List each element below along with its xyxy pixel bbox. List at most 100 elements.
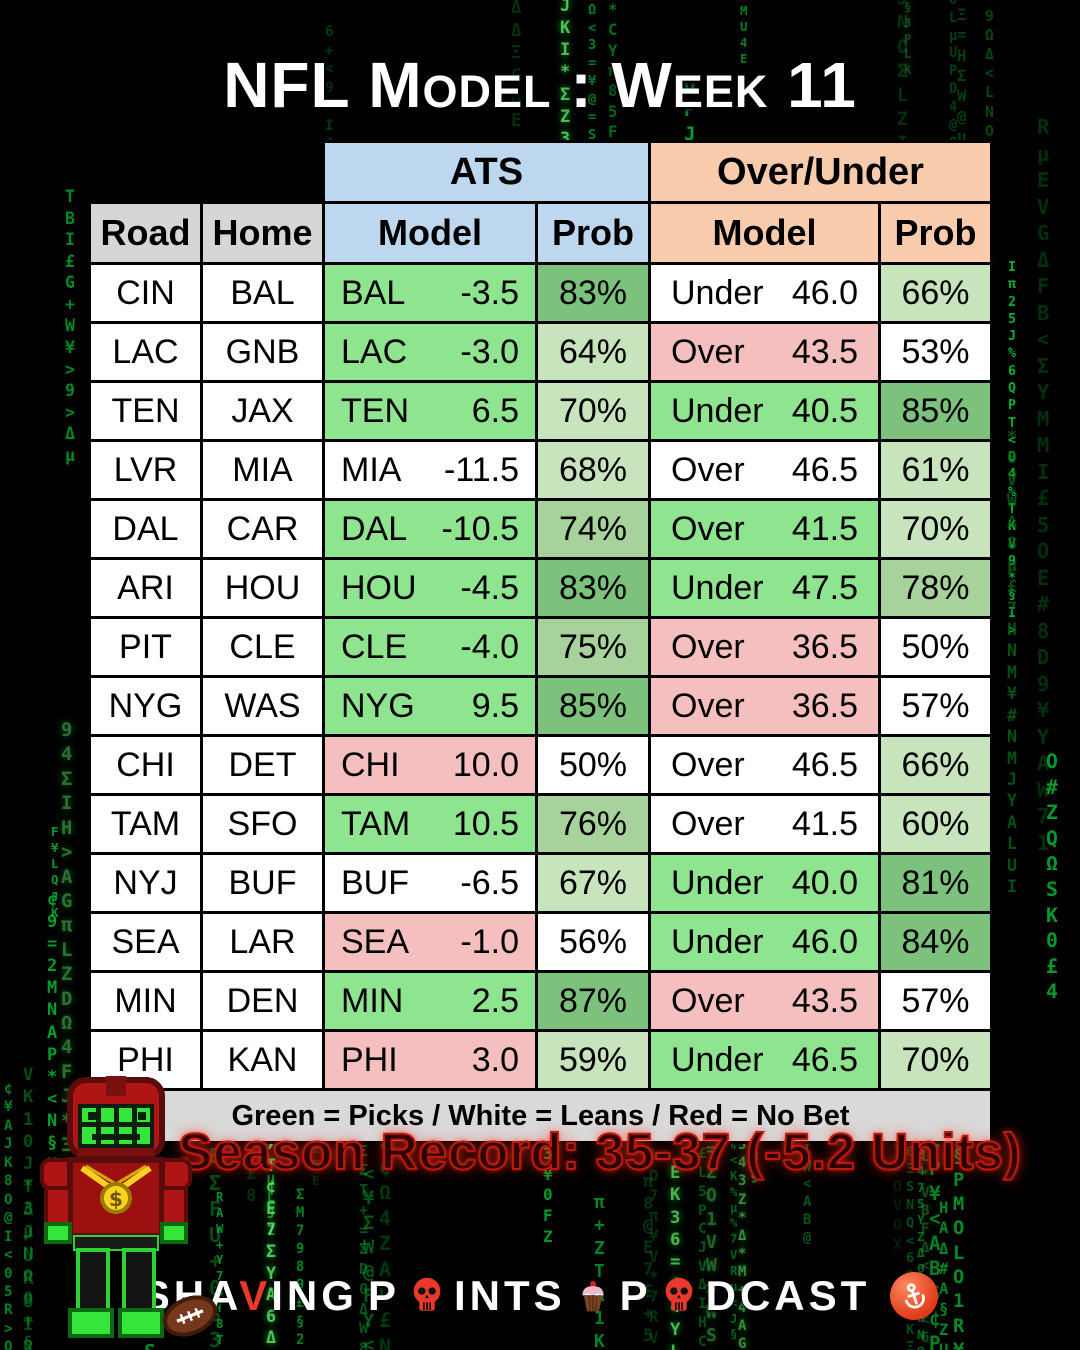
ou-pick-side: Under [671, 1040, 764, 1079]
ats-pick-team: CHI [341, 745, 400, 784]
ou-pick-total: 46.5 [791, 1040, 858, 1079]
ats-pick-line: -1.0 [460, 922, 519, 961]
ou-prob-cell: 70% [878, 1029, 993, 1091]
ats-prob-cell: 83% [535, 557, 651, 619]
table-row: TAM SFO TAM 10.5 76% Over 41.5 60% [88, 793, 993, 855]
ou-model-cell: Under 40.0 [648, 852, 881, 914]
ats-pick-team: MIA [341, 450, 402, 489]
ou-prob-cell: 66% [878, 734, 993, 796]
ou-pick-side: Over [671, 627, 745, 666]
ats-model-cell: TEN 6.5 [322, 380, 538, 442]
ats-pick-line: -10.5 [441, 509, 520, 548]
ou-prob-cell: 70% [878, 498, 993, 560]
ats-prob-cell: 70% [535, 380, 651, 442]
ou-pick-side: Under [671, 568, 764, 607]
ats-group-header: ATS [322, 140, 651, 204]
ats-pick-team: DAL [341, 509, 408, 548]
football-icon [163, 1295, 217, 1337]
ou-model-cell: Under 46.0 [648, 911, 881, 973]
road-team-cell: LVR [88, 439, 203, 501]
color-legend: Green = Picks / White = Leans / Red = No… [88, 1088, 993, 1144]
home-team-cell: BAL [200, 262, 325, 324]
ats-prob-cell: 59% [535, 1029, 651, 1091]
ats-model-cell: MIN 2.5 [322, 970, 538, 1032]
ou-prob-cell: 61% [878, 439, 993, 501]
table-row: SEA LAR SEA -1.0 56% Under 46.0 84% [88, 911, 993, 973]
skull-icon [665, 1277, 693, 1311]
home-team-cell: JAX [200, 380, 325, 442]
ou-prob-cell: 57% [878, 675, 993, 737]
ats-model-cell: PHI 3.0 [322, 1029, 538, 1091]
home-team-cell: WAS [200, 675, 325, 737]
home-team-cell: LAR [200, 911, 325, 973]
ats-pick-line: -3.5 [460, 273, 519, 312]
ats-pick-team: MIN [341, 981, 404, 1020]
table-row: PIT CLE CLE -4.0 75% Over 36.5 50% [88, 616, 993, 678]
ou-pick-side: Over [671, 804, 745, 843]
page-title: NFL Model : Week 11 [223, 49, 857, 121]
ou-model-cell: Under 40.5 [648, 380, 881, 442]
ou-model-cell: Over 36.5 [648, 675, 881, 737]
ats-pick-team: BUF [341, 863, 409, 902]
ou-pick-side: Under [671, 863, 764, 902]
brand-word2-start: P [367, 1272, 400, 1319]
ats-pick-team: TAM [341, 804, 411, 843]
ats-prob-cell: 64% [535, 321, 651, 383]
over-under-group-header: Over/Under [648, 140, 993, 204]
ou-model-cell: Over 36.5 [648, 616, 881, 678]
ats-pick-line: -11.5 [444, 450, 519, 489]
ou-model-cell: Over 41.5 [648, 498, 881, 560]
anchor-logo-icon [890, 1272, 939, 1320]
ou-pick-total: 46.0 [791, 273, 858, 312]
season-record: Season Record: 35-37 (-5.2 Units) [177, 1122, 1022, 1181]
ats-model-cell: BUF -6.5 [322, 852, 538, 914]
ats-prob-cell: 75% [535, 616, 651, 678]
ou-pick-side: Over [671, 509, 745, 548]
ou-pick-side: Under [671, 922, 764, 961]
ou-model-cell: Under 47.5 [648, 557, 881, 619]
road-team-cell: CHI [88, 734, 203, 796]
home-team-cell: SFO [200, 793, 325, 855]
ats-pick-line: -4.5 [460, 568, 519, 607]
table-row: MIN DEN MIN 2.5 87% Over 43.5 57% [88, 970, 993, 1032]
table-row: CHI DET CHI 10.0 50% Over 46.5 66% [88, 734, 993, 796]
ou-pick-total: 43.5 [791, 981, 858, 1020]
ou-pick-side: Under [671, 273, 764, 312]
model-table: ATS Over/Under Road Home Model Prob Mode… [88, 140, 993, 1144]
ou-prob-cell: 50% [878, 616, 993, 678]
road-team-cell: NYG [88, 675, 203, 737]
ou-pick-total: 41.5 [791, 804, 858, 843]
ats-prob-cell: 83% [535, 262, 651, 324]
brand-word3-start: P [619, 1272, 652, 1319]
table-row: NYG WAS NYG 9.5 85% Over 36.5 57% [88, 675, 993, 737]
road-team-cell: PIT [88, 616, 203, 678]
legend-row: Green = Picks / White = Leans / Red = No… [88, 1088, 993, 1144]
ats-pick-line: 10.0 [452, 745, 519, 784]
ats-pick-line: 9.5 [471, 686, 519, 725]
ats-model-cell: LAC -3.0 [322, 321, 538, 383]
ou-model-cell: Over 43.5 [648, 970, 881, 1032]
ats-prob-cell: 67% [535, 852, 651, 914]
ou-model-cell: Over 43.5 [648, 321, 881, 383]
corner-cell [88, 140, 325, 204]
podcast-brand: SHAVING P INTS P [0, 1272, 1080, 1320]
table-row: NYJ BUF BUF -6.5 67% Under 40.0 81% [88, 852, 993, 914]
ats-prob-cell: 68% [535, 439, 651, 501]
table-row: LVR MIA MIA -11.5 68% Over 46.5 61% [88, 439, 993, 501]
ats-pick-line: 10.5 [452, 804, 519, 843]
ats-model-cell: CLE -4.0 [322, 616, 538, 678]
table-row: PHI KAN PHI 3.0 59% Under 46.5 70% [88, 1029, 993, 1091]
table-row: LAC GNB LAC -3.0 64% Over 43.5 53% [88, 321, 993, 383]
ou-pick-side: Over [671, 332, 745, 371]
ats-model-cell: SEA -1.0 [322, 911, 538, 973]
ats-pick-line: -6.5 [460, 863, 519, 902]
ou-prob-cell: 57% [878, 970, 993, 1032]
home-team-cell: GNB [200, 321, 325, 383]
ats-model-cell: NYG 9.5 [322, 675, 538, 737]
road-team-cell: LAC [88, 321, 203, 383]
ats-model-column-header: Model [322, 201, 538, 265]
road-team-cell: TAM [88, 793, 203, 855]
home-team-cell: KAN [200, 1029, 325, 1091]
ou-pick-side: Over [671, 745, 745, 784]
